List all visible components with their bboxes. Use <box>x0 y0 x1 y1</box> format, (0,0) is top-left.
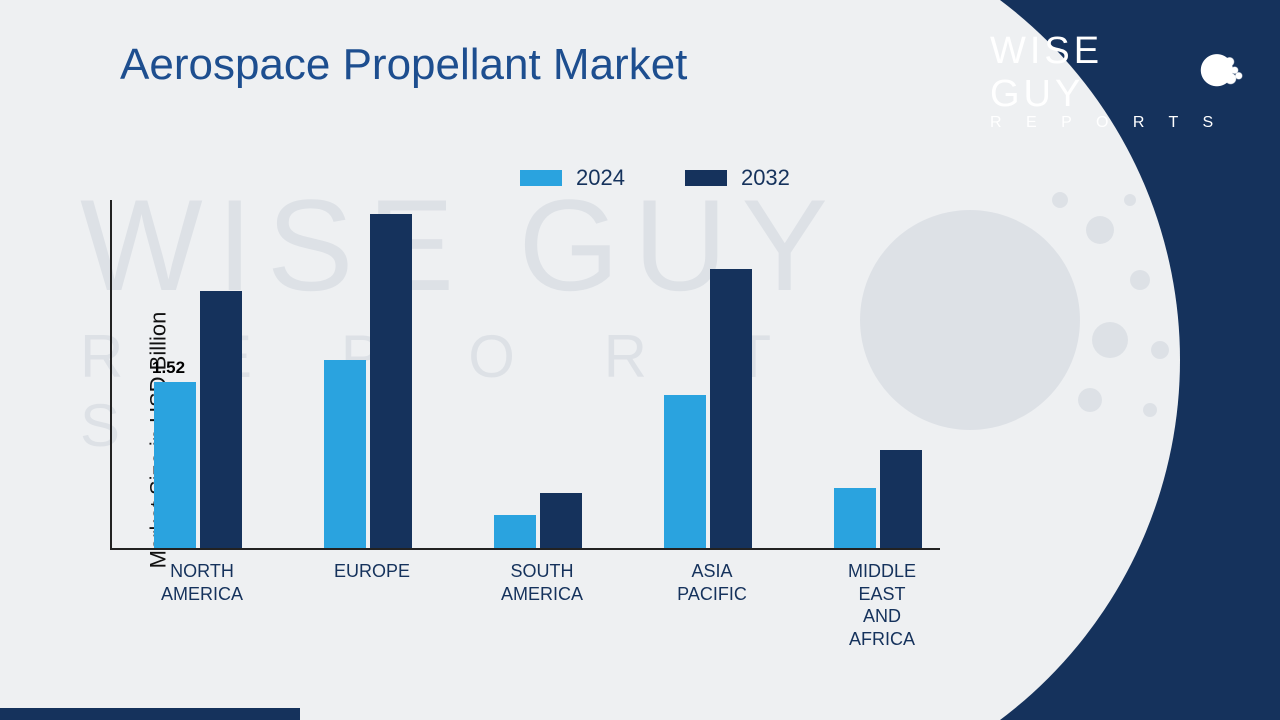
brand-logo: WISE GUY R E P O R T S <box>990 30 1250 132</box>
category-label: ASIAPACIFIC <box>642 560 782 605</box>
category-label: MIDDLEEASTANDAFRICA <box>812 560 952 650</box>
legend-swatch-2032 <box>685 170 727 186</box>
legend: 2024 2032 <box>520 165 790 191</box>
chart-title: Aerospace Propellant Market <box>120 40 687 90</box>
plot-area: NORTHAMERICAEUROPESOUTHAMERICAASIAPACIFI… <box>110 200 940 550</box>
bar-2032 <box>200 291 242 548</box>
bar-2024 <box>494 515 536 548</box>
bottom-accent-bar <box>0 708 300 720</box>
bar-group: MIDDLEEASTANDAFRICA <box>822 200 942 548</box>
bar-2032 <box>710 269 752 548</box>
legend-label-2032: 2032 <box>741 165 790 191</box>
logo-text-sub: R E P O R T S <box>990 114 1250 132</box>
bar-2024 <box>664 395 706 548</box>
bar-2032 <box>880 450 922 548</box>
bar-group: SOUTHAMERICA <box>482 200 602 548</box>
bar-2024 <box>834 488 876 548</box>
value-label: 1.52 <box>152 358 185 378</box>
logo-head-icon <box>1199 45 1250 101</box>
legend-item-2032: 2032 <box>685 165 790 191</box>
bar-2024 <box>324 360 366 548</box>
logo-text-main: WISE GUY <box>990 30 1193 116</box>
bar-2024 <box>154 382 196 548</box>
legend-item-2024: 2024 <box>520 165 625 191</box>
bar-chart: Market Size in USD Billion NORTHAMERICAE… <box>90 200 940 680</box>
bar-2032 <box>540 493 582 548</box>
category-label: NORTHAMERICA <box>132 560 272 605</box>
bar-group: ASIAPACIFIC <box>652 200 772 548</box>
legend-swatch-2024 <box>520 170 562 186</box>
bar-group: EUROPE <box>312 200 432 548</box>
category-label: EUROPE <box>302 560 442 583</box>
legend-label-2024: 2024 <box>576 165 625 191</box>
bar-2032 <box>370 214 412 548</box>
category-label: SOUTHAMERICA <box>472 560 612 605</box>
